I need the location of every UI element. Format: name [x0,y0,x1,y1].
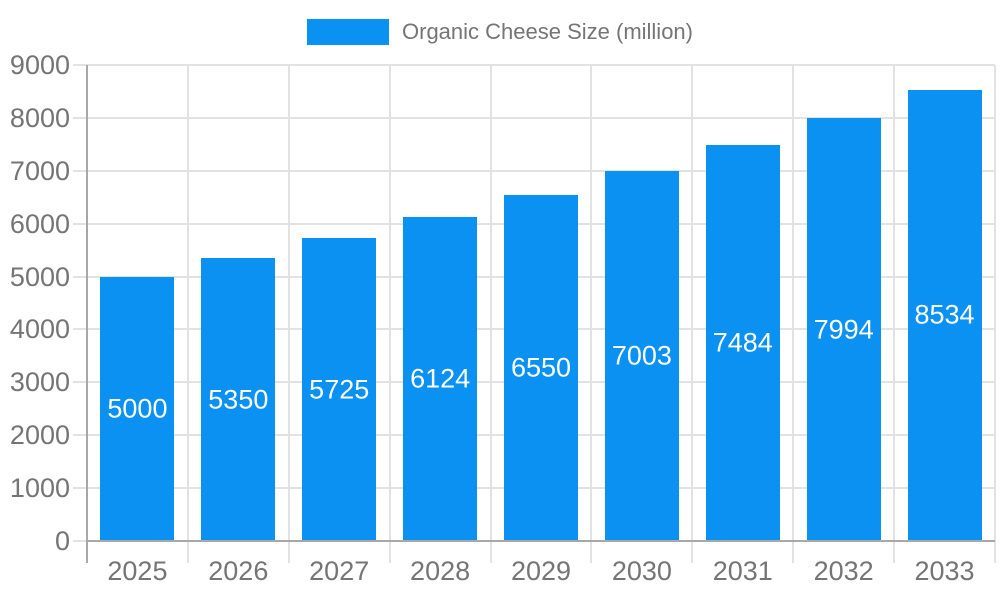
bar-2026[interactable]: 5350 [201,258,276,541]
x-axis-tick [287,541,290,563]
gridline-horizontal [87,116,995,119]
y-axis-line [86,65,88,563]
y-axis-label: 2000 [9,420,70,451]
x-axis-tick [186,541,189,563]
y-axis-label: 5000 [9,261,70,292]
x-axis-tick [489,541,492,563]
y-axis-label: 3000 [9,367,70,398]
y-axis-tick [73,434,87,437]
y-axis-label: 7000 [9,155,70,186]
bar-2029[interactable]: 6550 [504,194,578,541]
x-axis-tick [792,541,795,563]
x-axis-label: 2027 [309,556,370,586]
bar-value-label: 7994 [813,314,874,345]
bar-2028[interactable]: 6124 [403,217,478,541]
bar-value-label: 7484 [712,327,773,358]
x-axis-label: 2028 [410,556,471,586]
gridline-vertical [691,65,694,541]
bar-value-label: 5725 [309,374,370,405]
x-axis-label: 2026 [208,556,269,586]
bar-value-label: 7003 [611,340,672,371]
x-axis-label: 2029 [510,556,572,586]
bar-value-label: 6550 [510,352,572,383]
y-axis-tick [73,328,87,331]
bar-value-label: 5000 [107,393,168,424]
legend-swatch [307,19,389,45]
x-axis-tick [893,541,896,563]
x-axis-tick [691,541,694,563]
bar-2030[interactable]: 7003 [604,170,679,541]
y-axis-label: 8000 [9,102,70,133]
bar-2027[interactable]: 5725 [302,238,377,541]
bar-2031[interactable]: 7484 [705,145,780,541]
y-axis-tick [73,381,87,384]
y-axis-tick [73,275,87,278]
x-axis-label: 2025 [107,556,168,586]
y-axis-label: 9000 [9,50,70,80]
x-axis-label: 2031 [712,556,773,586]
gridline-vertical [388,65,391,541]
y-axis-tick [73,222,87,225]
x-axis-label: 2030 [611,556,672,586]
y-axis-tick [73,487,87,490]
gridline-horizontal [87,169,995,172]
gridline-vertical [287,65,290,541]
legend-label: Organic Cheese Size (million) [402,19,693,44]
bar-2025[interactable]: 5000 [100,276,175,541]
y-axis-tick [73,64,87,66]
gridline-vertical [186,65,189,541]
y-axis-tick [73,169,87,172]
x-axis-line [87,540,995,542]
gridline-vertical [489,65,492,541]
gridline-vertical [994,65,996,541]
bar-value-label: 8534 [914,299,975,330]
x-axis-tick [388,541,391,563]
y-axis-tick [73,116,87,119]
bar-2033[interactable]: 8534 [907,89,982,541]
y-axis-label: 4000 [9,314,70,345]
y-axis-label: 0 [54,526,70,556]
gridline-vertical [590,65,593,541]
x-axis-label: 2032 [813,556,874,586]
y-axis-label: 6000 [9,208,70,239]
y-axis-tick [73,540,87,542]
bar-value-label: 5350 [208,384,269,414]
x-axis-tick [590,541,593,563]
gridline-horizontal [87,64,995,66]
bar-2032[interactable]: 7994 [806,118,881,541]
x-axis-label: 2033 [914,556,975,586]
bar-value-label: 6124 [410,363,471,394]
y-axis-label: 1000 [9,473,70,504]
gridline-vertical [893,65,896,541]
legend[interactable]: Organic Cheese Size (million) [0,19,1000,45]
x-axis-tick [994,541,996,563]
gridline-vertical [792,65,795,541]
